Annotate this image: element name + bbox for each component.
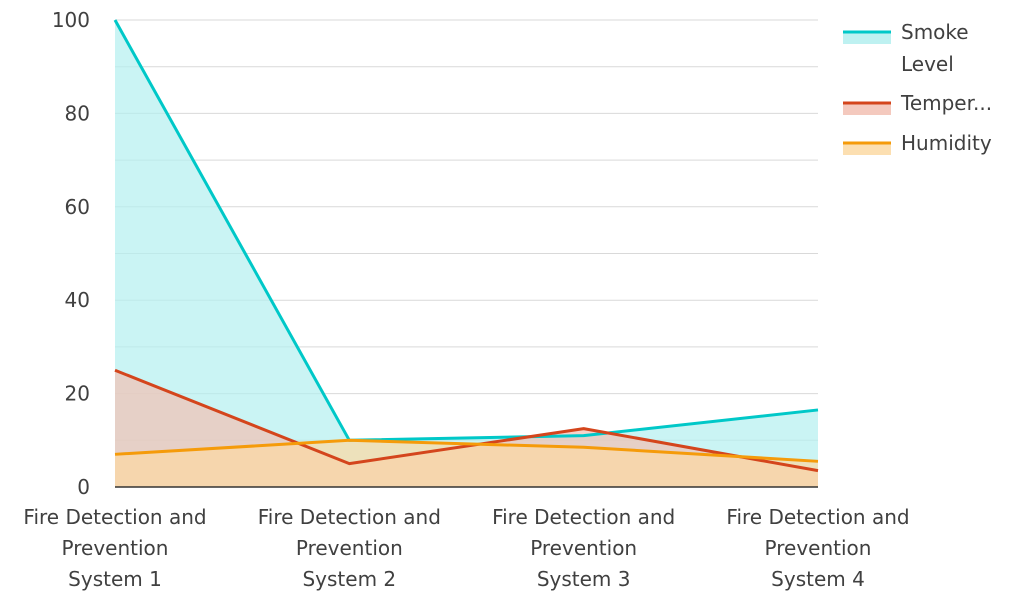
y-tick-label: 40: [65, 288, 90, 312]
legend-label: Humidity: [901, 131, 992, 155]
legend-label: Smoke Level: [901, 20, 969, 76]
series-line-2: [114, 438, 819, 463]
series-lines: [113, 19, 819, 473]
y-tick-label: 20: [65, 382, 90, 406]
y-tick-label: 60: [65, 195, 90, 219]
legend-swatch-fill: [843, 32, 891, 44]
x-category-label: Fire Detection and Prevention System 1: [23, 505, 206, 591]
x-category-label: Fire Detection and Prevention System 2: [258, 505, 441, 591]
legend: Smoke Level Temper... Humidity: [843, 20, 992, 155]
y-tick-label: 80: [65, 101, 90, 125]
legend-label: Temper...: [900, 91, 992, 115]
legend-swatch-fill: [843, 103, 891, 115]
x-axis-category-labels: Fire Detection and Prevention System 1 Fire…: [23, 505, 909, 591]
series-area-0: [115, 20, 818, 487]
x-category-label: Fire Detection and Prevention System 3: [492, 505, 675, 591]
legend-swatch-fill: [843, 143, 891, 155]
series-line-1: [114, 368, 819, 473]
y-axis-tick-labels: 0 20 40 60 80 100: [52, 8, 90, 499]
series-line-0: [113, 19, 819, 442]
y-tick-label: 0: [77, 475, 90, 499]
x-category-label: Fire Detection and Prevention System 4: [726, 505, 909, 591]
y-tick-label: 100: [52, 8, 90, 32]
